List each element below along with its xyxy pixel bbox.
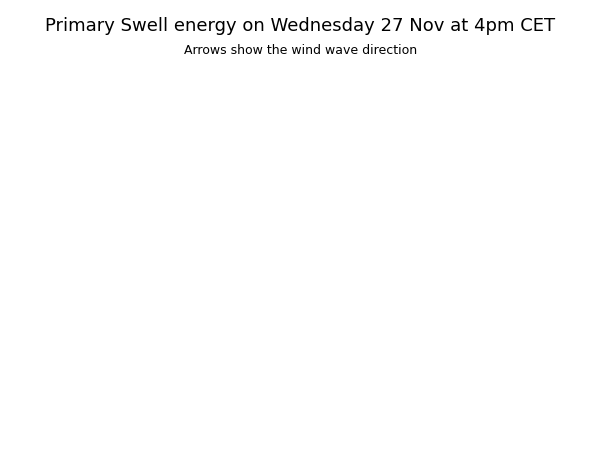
Text: Arrows show the wind wave direction: Arrows show the wind wave direction <box>184 44 417 57</box>
Text: Primary Swell energy on Wednesday 27 Nov at 4pm CET: Primary Swell energy on Wednesday 27 Nov… <box>46 17 555 35</box>
